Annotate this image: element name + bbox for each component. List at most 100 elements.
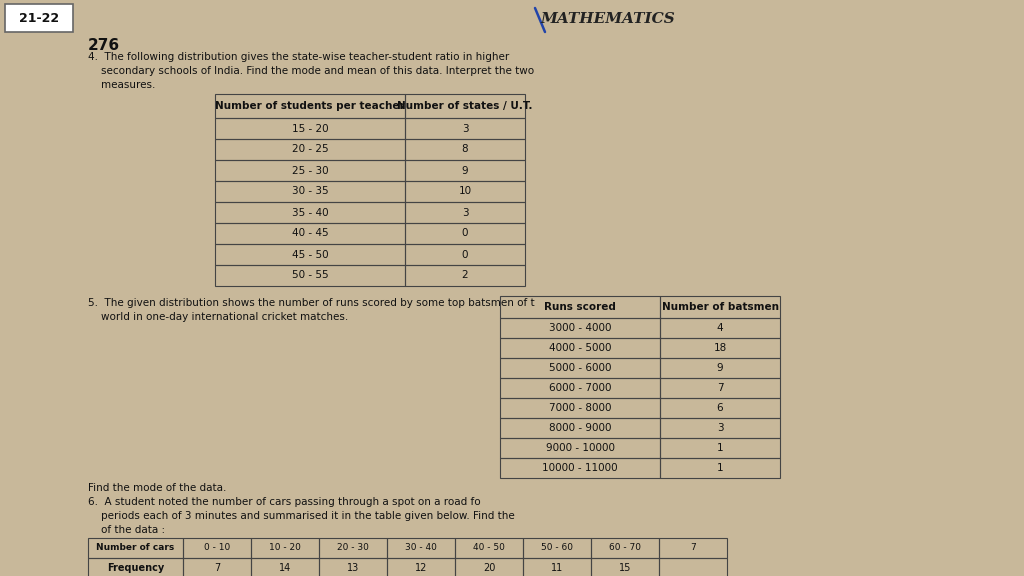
Bar <box>523 538 591 558</box>
Text: 9: 9 <box>717 363 723 373</box>
Bar <box>215 265 406 286</box>
Bar <box>215 94 406 118</box>
Text: 14: 14 <box>279 563 291 573</box>
Text: 1: 1 <box>717 463 723 473</box>
Text: 4: 4 <box>717 323 723 333</box>
Text: 276: 276 <box>88 38 120 53</box>
Text: 6: 6 <box>717 403 723 413</box>
Text: secondary schools of India. Find the mode and mean of this data. Interpret the t: secondary schools of India. Find the mod… <box>88 66 535 76</box>
Bar <box>215 160 406 181</box>
Bar <box>660 418 780 438</box>
Bar <box>215 202 406 223</box>
Text: MATHEMATICS: MATHEMATICS <box>540 12 675 26</box>
Bar <box>660 458 780 478</box>
Bar <box>660 338 780 358</box>
Bar <box>500 458 660 478</box>
Bar <box>500 338 660 358</box>
Text: of the data :: of the data : <box>88 525 165 535</box>
Text: Number of batsmen: Number of batsmen <box>662 302 778 312</box>
Bar <box>523 558 591 576</box>
Text: 11: 11 <box>551 563 563 573</box>
Bar <box>406 160 525 181</box>
Text: 9000 - 10000: 9000 - 10000 <box>546 443 614 453</box>
Bar <box>406 118 525 139</box>
Bar <box>387 538 455 558</box>
Text: 25 - 30: 25 - 30 <box>292 165 329 176</box>
Text: 1: 1 <box>717 443 723 453</box>
Text: 15: 15 <box>618 563 631 573</box>
Text: 13: 13 <box>347 563 359 573</box>
Text: 15 - 20: 15 - 20 <box>292 123 329 134</box>
Text: 6.  A student noted the number of cars passing through a spot on a road fo: 6. A student noted the number of cars pa… <box>88 497 480 507</box>
Text: 4.  The following distribution gives the state-wise teacher-student ratio in hig: 4. The following distribution gives the … <box>88 52 509 62</box>
Bar <box>406 244 525 265</box>
Bar <box>660 358 780 378</box>
Text: periods each of 3 minutes and summarised it in the table given below. Find the: periods each of 3 minutes and summarised… <box>88 511 515 521</box>
Text: Runs scored: Runs scored <box>544 302 616 312</box>
Bar <box>88 538 183 558</box>
Text: 50 - 55: 50 - 55 <box>292 271 329 281</box>
Bar <box>387 558 455 576</box>
Text: 21-22: 21-22 <box>18 12 59 25</box>
Text: 10: 10 <box>459 187 472 196</box>
Bar <box>183 558 251 576</box>
Text: 30 - 35: 30 - 35 <box>292 187 329 196</box>
Bar <box>660 438 780 458</box>
Text: 0 - 10: 0 - 10 <box>204 544 230 552</box>
Bar <box>215 139 406 160</box>
Bar <box>5 4 73 32</box>
Text: 40 - 45: 40 - 45 <box>292 229 329 238</box>
Text: world in one-day international cricket matches.: world in one-day international cricket m… <box>88 312 348 322</box>
Bar <box>500 318 660 338</box>
Bar <box>406 202 525 223</box>
Bar <box>406 181 525 202</box>
Text: 3: 3 <box>462 123 468 134</box>
Bar <box>455 538 523 558</box>
Bar <box>319 538 387 558</box>
Text: 30 - 40: 30 - 40 <box>406 544 437 552</box>
Text: 50 - 60: 50 - 60 <box>541 544 573 552</box>
Text: 20 - 25: 20 - 25 <box>292 145 329 154</box>
Bar <box>406 94 525 118</box>
Bar <box>500 418 660 438</box>
Text: 8000 - 9000: 8000 - 9000 <box>549 423 611 433</box>
Bar <box>406 223 525 244</box>
Text: 20 - 30: 20 - 30 <box>337 544 369 552</box>
Bar <box>659 538 727 558</box>
Bar <box>660 398 780 418</box>
Text: Frequency: Frequency <box>106 563 164 573</box>
Bar <box>591 558 659 576</box>
Text: 9: 9 <box>462 165 468 176</box>
Bar <box>406 265 525 286</box>
Text: 20: 20 <box>482 563 496 573</box>
Bar <box>500 378 660 398</box>
Bar <box>660 318 780 338</box>
Text: 3: 3 <box>462 207 468 218</box>
Text: Number of states / U.T.: Number of states / U.T. <box>397 101 532 111</box>
Text: Number of cars: Number of cars <box>96 544 175 552</box>
Text: 7: 7 <box>717 383 723 393</box>
Bar <box>88 558 183 576</box>
Text: 7: 7 <box>214 563 220 573</box>
Text: 2: 2 <box>462 271 468 281</box>
Bar <box>500 438 660 458</box>
Bar <box>406 139 525 160</box>
Text: 7000 - 8000: 7000 - 8000 <box>549 403 611 413</box>
Bar <box>215 244 406 265</box>
Text: 6000 - 7000: 6000 - 7000 <box>549 383 611 393</box>
Text: Find the mode of the data.: Find the mode of the data. <box>88 483 226 493</box>
Bar <box>455 558 523 576</box>
Bar <box>660 296 780 318</box>
Bar <box>500 398 660 418</box>
Bar <box>215 223 406 244</box>
Bar <box>319 558 387 576</box>
Text: 7: 7 <box>690 544 696 552</box>
Text: 5.  The given distribution shows the number of runs scored by some top batsmen o: 5. The given distribution shows the numb… <box>88 298 535 308</box>
Text: Number of students per teacher: Number of students per teacher <box>215 101 404 111</box>
Bar <box>591 538 659 558</box>
Bar <box>659 558 727 576</box>
Bar <box>215 181 406 202</box>
Text: 10000 - 11000: 10000 - 11000 <box>542 463 617 473</box>
Text: 10 - 20: 10 - 20 <box>269 544 301 552</box>
Text: 3: 3 <box>717 423 723 433</box>
